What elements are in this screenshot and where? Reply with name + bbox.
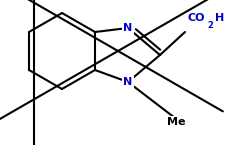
Text: H: H <box>215 13 224 23</box>
Text: 2: 2 <box>207 21 213 30</box>
Text: CO: CO <box>187 13 205 23</box>
Text: N: N <box>123 23 133 33</box>
Text: Me: Me <box>167 117 185 127</box>
Text: N: N <box>123 77 133 87</box>
